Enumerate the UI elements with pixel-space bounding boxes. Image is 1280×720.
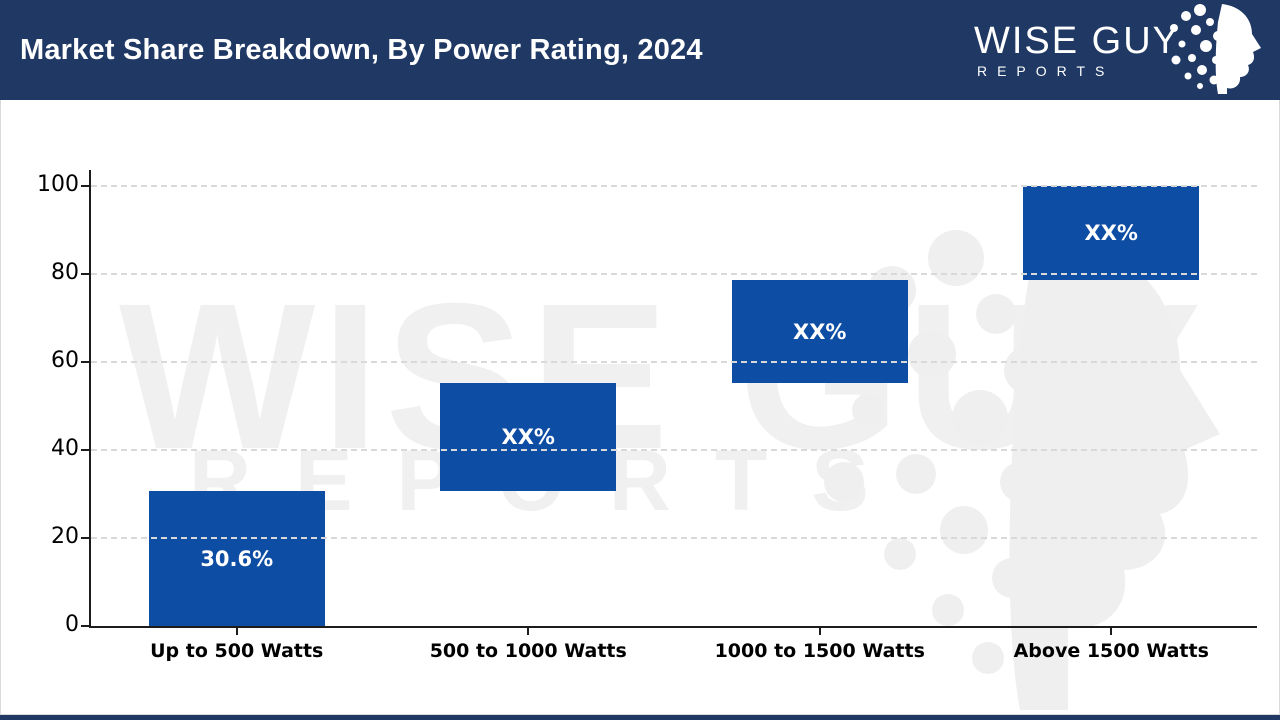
bar-segment: [731, 280, 908, 384]
y-axis-tickmark: [81, 625, 89, 627]
x-axis-category-label: Above 1500 Watts: [1013, 640, 1209, 662]
wise-guy-reports-logo: WISE GUY REPORTS: [974, 2, 1266, 98]
x-axis-tickmark: [1110, 628, 1113, 635]
page-title: Market Share Breakdown, By Power Rating,…: [20, 33, 703, 66]
x-axis-tickmark: [235, 628, 238, 635]
header-bar: Market Share Breakdown, By Power Rating,…: [0, 0, 1280, 100]
y-axis-tick-label: 40: [51, 436, 79, 461]
logo-text: WISE GUY REPORTS: [974, 22, 1180, 78]
gridline: [91, 449, 1257, 451]
gridline: [91, 537, 1257, 539]
logo-subtext: REPORTS: [976, 63, 1115, 79]
bar-segment: [148, 491, 325, 626]
y-axis-tick-label: 20: [51, 524, 79, 549]
bar-segment: [440, 383, 617, 492]
y-axis-tickmark: [81, 185, 89, 187]
x-axis-tickmark: [818, 628, 821, 635]
y-axis-tick-label: 80: [51, 260, 79, 285]
logo-wordmark: WISE GUY: [973, 20, 1180, 62]
gridline: [91, 185, 1257, 187]
bar-segment: [1023, 186, 1200, 281]
y-axis-line: [89, 170, 91, 628]
x-axis-tickmark: [527, 628, 530, 635]
y-axis-tickmark: [81, 449, 89, 451]
y-axis-tick-label: 0: [65, 612, 79, 637]
bar-value-label: 30.6%: [200, 546, 274, 571]
x-axis-line: [89, 626, 1257, 628]
y-axis-tickmark: [81, 537, 89, 539]
y-axis-tickmark: [81, 361, 89, 363]
gridline: [91, 361, 1257, 363]
y-axis-tick-label: 100: [37, 172, 79, 197]
y-axis-tick-label: 60: [51, 348, 79, 373]
footer-divider: [0, 714, 1280, 715]
x-axis-category-label: 500 to 1000 Watts: [429, 640, 627, 662]
x-axis-category-label: 1000 to 1500 Watts: [714, 640, 925, 662]
bar-value-label: XX%: [793, 319, 847, 344]
bar-value-label: XX%: [501, 425, 555, 450]
y-axis-tickmark: [81, 273, 89, 275]
bar-value-label: XX%: [1084, 221, 1138, 246]
footer-bar: [0, 715, 1280, 720]
x-axis-category-label: Up to 500 Watts: [150, 640, 324, 662]
dotted-face-profile-icon: [1166, 2, 1266, 98]
gridline: [91, 273, 1257, 275]
